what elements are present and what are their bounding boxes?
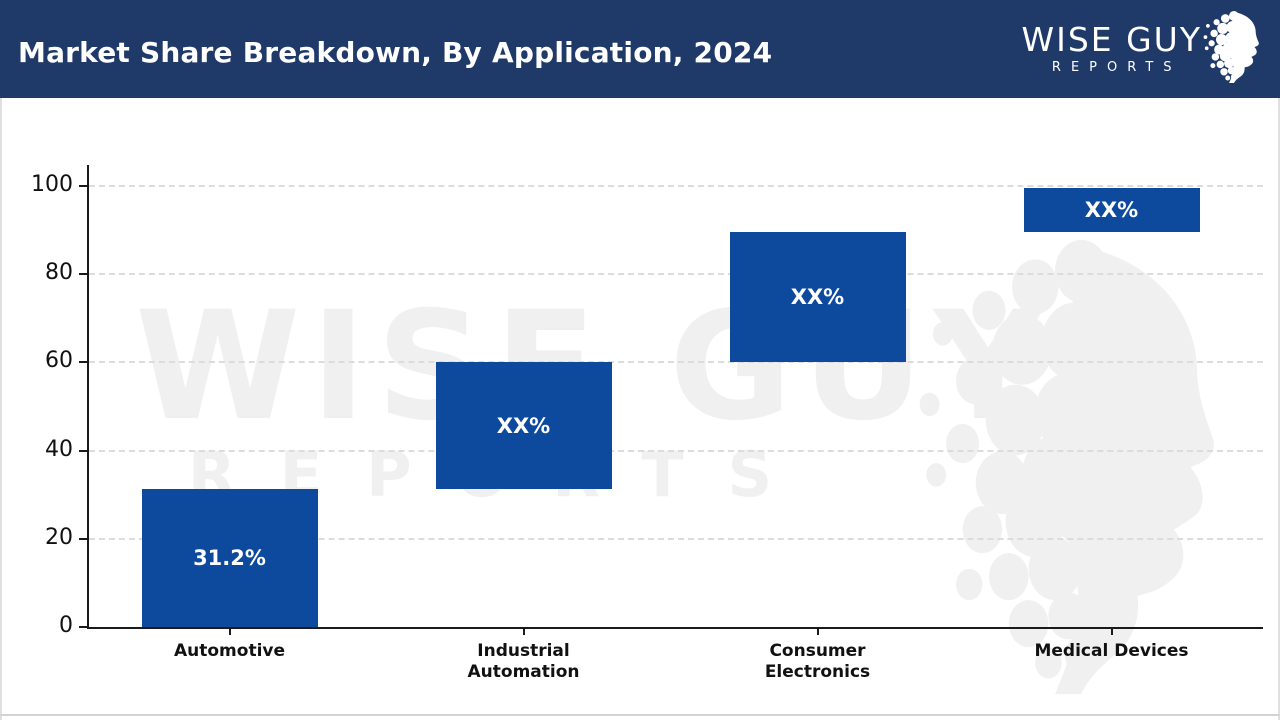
y-tick-label-100: 100 (31, 172, 73, 197)
bar-value-label: XX% (496, 413, 551, 438)
y-tick-20 (79, 537, 87, 540)
x-category-label-2: Consumer Electronics (764, 641, 871, 682)
bar-value-label: XX% (1084, 198, 1139, 223)
x-tick-3 (1110, 629, 1113, 635)
y-axis-line (87, 165, 89, 629)
brand-head-icon (1198, 9, 1260, 89)
x-tick-2 (816, 629, 819, 635)
chart-title: Market Share Breakdown, By Application, … (18, 35, 773, 69)
y-tick-label-0: 0 (59, 613, 73, 638)
bar-value-label: 31.2% (193, 546, 266, 571)
header-bar: Market Share Breakdown, By Application, … (0, 0, 1280, 98)
x-category-label-1: Industrial Automation (467, 641, 580, 682)
x-tick-0 (228, 629, 231, 635)
y-tick-label-20: 20 (45, 524, 73, 550)
bar-consumer-electronics: XX% (729, 232, 906, 363)
x-category-label-0: Automotive (173, 641, 286, 661)
x-tick-1 (522, 629, 525, 635)
y-tick-label-80: 80 (45, 260, 73, 286)
bar-medical-devices: XX% (1023, 188, 1200, 233)
x-category-label-3: Medical Devices (1034, 641, 1189, 661)
gridline-60 (89, 361, 1263, 364)
bottom-rule (0, 714, 1280, 716)
gridline-20 (89, 537, 1263, 540)
y-tick-60 (79, 361, 87, 364)
y-tick-80 (79, 273, 87, 276)
y-tick-0 (79, 626, 87, 628)
brand-subname: REPORTS (1051, 59, 1182, 75)
bar-industrial-automation: XX% (435, 362, 612, 490)
bar-value-label: XX% (790, 285, 845, 310)
y-tick-40 (79, 449, 87, 452)
bar-automotive: 31.2% (141, 489, 318, 627)
content-frame (0, 98, 1280, 720)
brand-logo: WISE GUY REPORTS (1021, 9, 1260, 89)
gridline-40 (89, 449, 1263, 452)
y-tick-100 (79, 185, 87, 187)
brand-name: WISE GUY (1021, 19, 1202, 59)
brand-logo-text: WISE GUY REPORTS (1021, 19, 1202, 76)
gridline-80 (89, 273, 1263, 276)
gridline-100 (89, 185, 1263, 187)
y-tick-label-40: 40 (45, 436, 73, 462)
y-tick-label-60: 60 (45, 348, 73, 374)
x-axis-line (87, 627, 1263, 629)
